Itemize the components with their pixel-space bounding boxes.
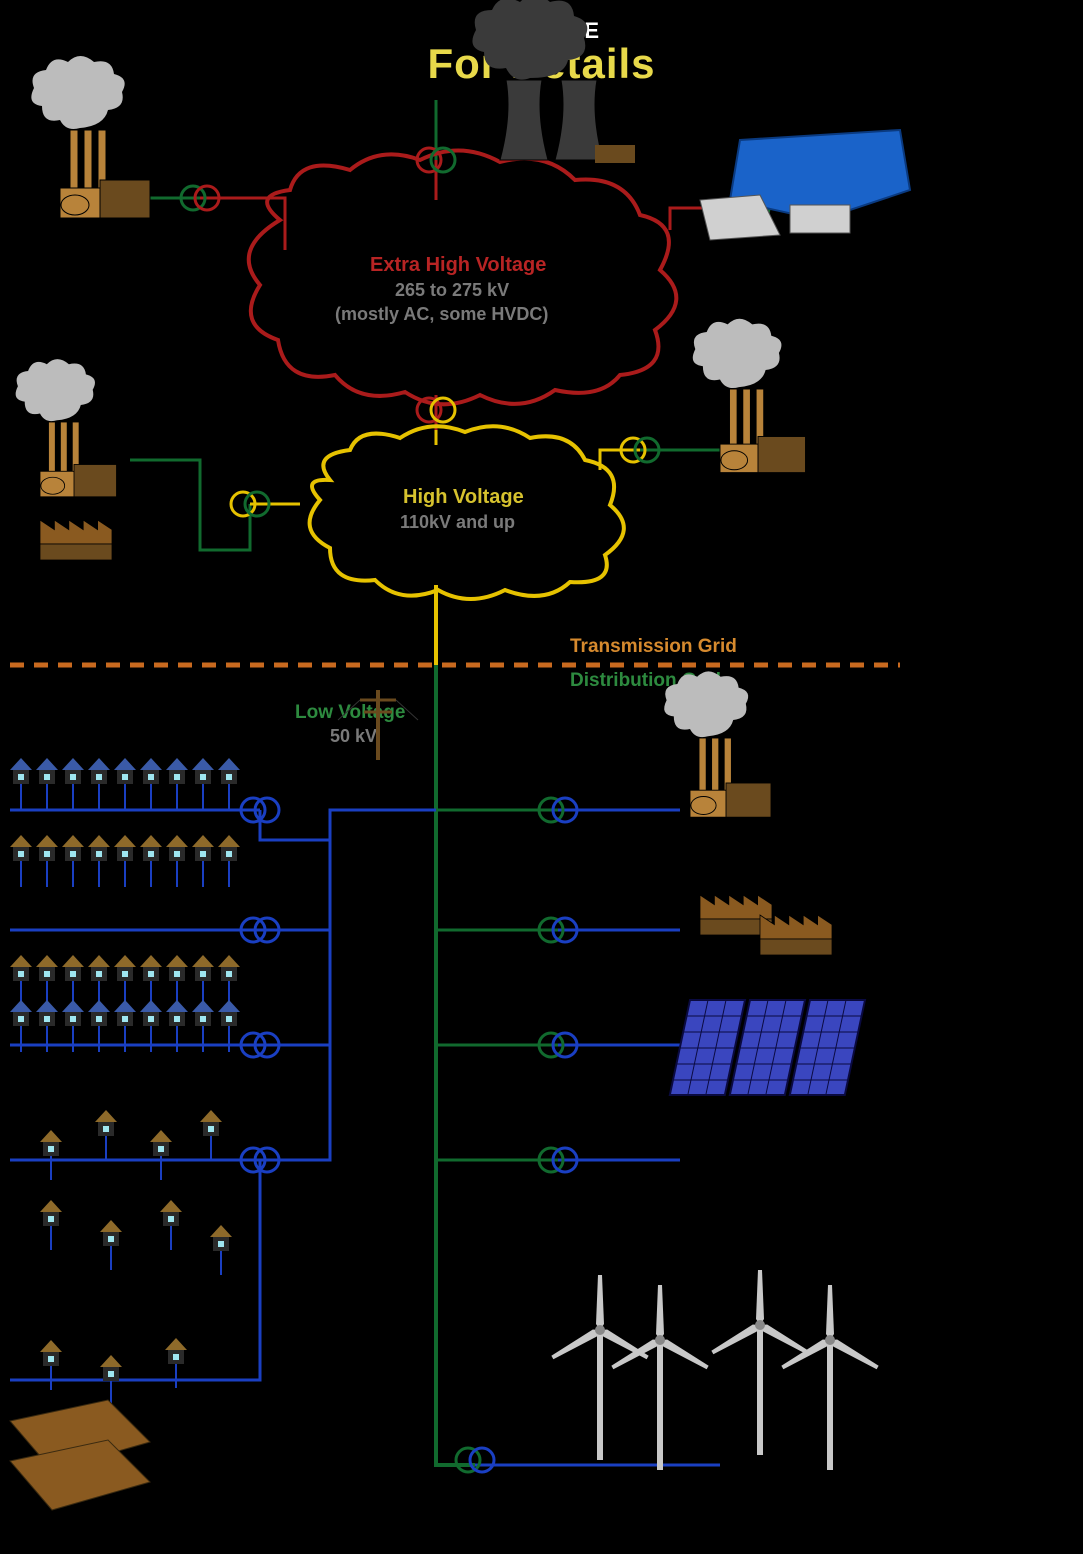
ehv-line3: (mostly AC, some HVDC) xyxy=(335,304,548,325)
wind-turbine-icon xyxy=(550,1275,649,1460)
house-icon xyxy=(165,1338,187,1364)
house-icon xyxy=(166,835,188,861)
house-icon xyxy=(114,1000,136,1026)
house-icon xyxy=(218,955,240,981)
house-icon xyxy=(95,1110,117,1136)
house-icon xyxy=(140,835,162,861)
house-icon xyxy=(166,758,188,784)
house-icon xyxy=(36,1000,58,1026)
ehv-title: Extra High Voltage xyxy=(370,254,546,277)
house-icon xyxy=(40,1340,62,1366)
factory-icon xyxy=(760,915,832,955)
house-icon xyxy=(62,955,84,981)
house-icon xyxy=(114,955,136,981)
farm-plot-icon xyxy=(10,1440,150,1510)
house-icon xyxy=(10,955,32,981)
coal-plant-icon xyxy=(664,671,771,817)
house-icon xyxy=(62,835,84,861)
house-icon xyxy=(192,1000,214,1026)
house-icon xyxy=(160,1200,182,1226)
transformers xyxy=(181,148,769,1472)
house-icon xyxy=(218,758,240,784)
house-icon xyxy=(10,1000,32,1026)
factory-icon xyxy=(40,520,112,560)
house-icon xyxy=(192,758,214,784)
coal-plant-icon xyxy=(693,319,806,473)
house-icon xyxy=(100,1355,122,1381)
hv-title: High Voltage xyxy=(403,486,524,509)
house-icon xyxy=(36,835,58,861)
header[interactable]: TAP HERE For Details xyxy=(0,18,1083,88)
ehv-cloud xyxy=(249,150,677,404)
house-icon xyxy=(40,1130,62,1156)
ehv-line2: 265 to 275 kV xyxy=(395,280,509,301)
house-icon xyxy=(36,955,58,981)
lv-title: Low Voltage xyxy=(295,702,405,724)
transmission-grid-label: Transmission Grid xyxy=(570,636,737,658)
wind-turbine-icon xyxy=(780,1285,879,1470)
house-icon xyxy=(88,1000,110,1026)
house-icon xyxy=(166,955,188,981)
house-icon xyxy=(218,1000,240,1026)
house-icon xyxy=(88,955,110,981)
wind-turbine-icon xyxy=(610,1285,709,1470)
house-icon xyxy=(10,758,32,784)
house-icon xyxy=(140,955,162,981)
house-icon xyxy=(62,1000,84,1026)
house-icon xyxy=(10,835,32,861)
house-icon xyxy=(140,758,162,784)
house-icon xyxy=(62,758,84,784)
wind-turbine-icon xyxy=(710,1270,809,1455)
farm-plot-icon xyxy=(10,1400,150,1470)
house-icon xyxy=(140,1000,162,1026)
coal-plant-icon xyxy=(16,359,117,497)
house-icon xyxy=(150,1130,172,1156)
utility-pole-icon xyxy=(338,690,418,760)
house-icon xyxy=(166,1000,188,1026)
house-icon xyxy=(36,758,58,784)
diagram-canvas: TAP HERE For Details Extra High Voltage … xyxy=(0,0,1083,1554)
house-icon xyxy=(88,835,110,861)
house-icon xyxy=(192,955,214,981)
hv-line2: 110kV and up xyxy=(400,512,515,533)
solar-farm-icon xyxy=(670,1000,865,1095)
house-icon xyxy=(210,1225,232,1251)
house-icon xyxy=(114,758,136,784)
hydro-plant-icon xyxy=(700,130,910,240)
house-icon xyxy=(192,835,214,861)
house-icon xyxy=(114,835,136,861)
distribution-grid-label: Distribution Grid xyxy=(570,670,721,692)
house-icon xyxy=(200,1110,222,1136)
icons-layer xyxy=(10,0,910,1510)
house-icon xyxy=(88,758,110,784)
header-line2: For Details xyxy=(0,40,1083,88)
factory-icon xyxy=(700,895,772,935)
diagram-svg xyxy=(0,0,1083,1554)
house-icon xyxy=(100,1220,122,1246)
lv-line2: 50 kV xyxy=(330,726,377,747)
house-icon xyxy=(40,1200,62,1226)
house-icon xyxy=(218,835,240,861)
